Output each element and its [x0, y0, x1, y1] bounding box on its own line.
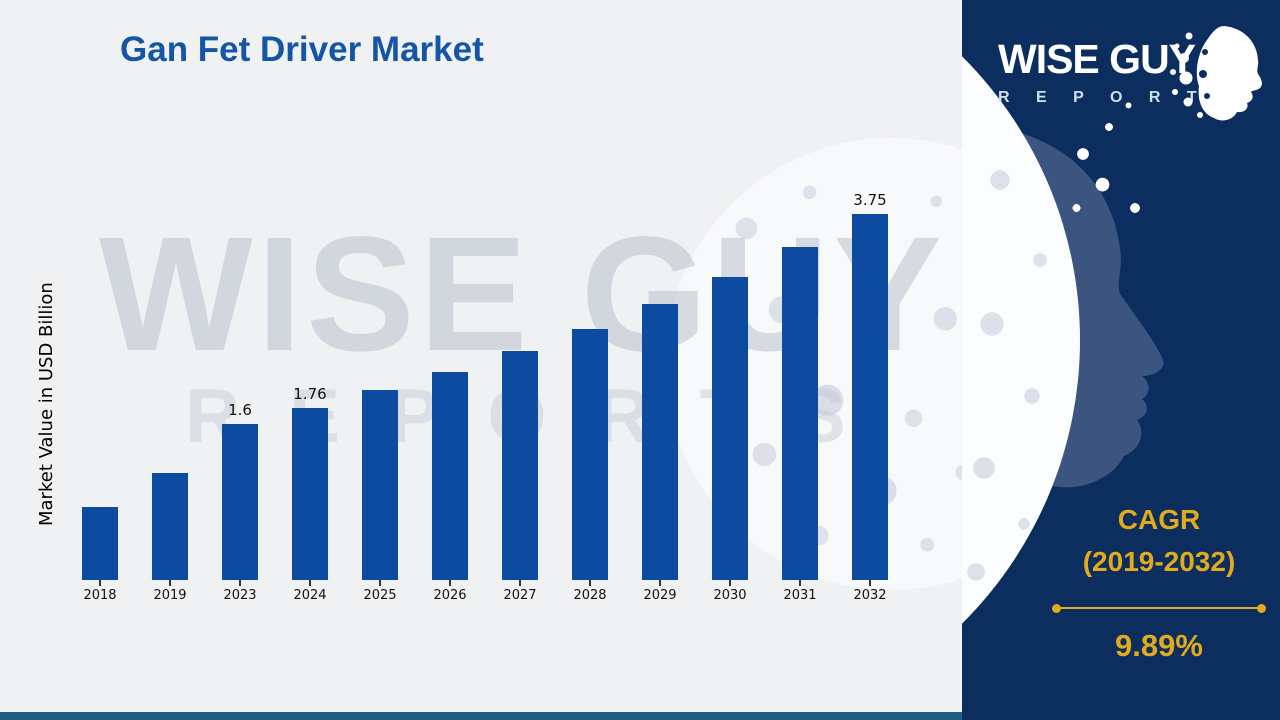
x-axis-label-2028: 2028: [573, 588, 607, 603]
page-title: Gan Fet Driver Market: [120, 30, 484, 69]
x-axis-label-2032: 2032: [853, 588, 887, 603]
bar-value-label-2023: 1.6: [228, 401, 252, 419]
x-axis-tick: [519, 580, 521, 586]
bar-value-label-2024: 1.76: [293, 385, 327, 403]
x-axis-label-2024: 2024: [293, 588, 327, 603]
bar-2026: [432, 372, 468, 580]
dissolve-dots: [1057, 55, 1187, 235]
bar-2030: [712, 277, 748, 580]
x-axis-label-2026: 2026: [433, 588, 467, 603]
x-axis-label-2019: 2019: [153, 588, 187, 603]
bar-2023: [222, 424, 258, 580]
cagr-value: 9.89%: [1115, 628, 1203, 663]
x-axis-label-2023: 2023: [223, 588, 257, 603]
x-axis-tick: [379, 580, 381, 586]
brand-side-panel: WISE GUY R E P O R T S CAGR (2019-2032): [962, 0, 1280, 720]
x-axis-tick: [169, 580, 171, 586]
bar-2031: [782, 247, 818, 580]
bar-chart: 2018 2019 1.6 2023 1.76 2024 2025 2026 2027 2028 2…: [82, 191, 888, 603]
x-axis-label-2030: 2030: [713, 588, 747, 603]
divider-rule: [1056, 607, 1262, 609]
cagr-callout: CAGR (2019-2032) 9.89%: [1050, 504, 1268, 664]
logo-line1: WISE GUY: [998, 36, 1196, 82]
x-axis-label-2027: 2027: [503, 588, 537, 603]
x-axis-tick: [659, 580, 661, 586]
x-axis-label-2025: 2025: [363, 588, 397, 603]
x-axis-tick: [589, 580, 591, 586]
bar-2018: [82, 507, 118, 580]
x-axis-label-2031: 2031: [783, 588, 817, 603]
x-axis-tick: [99, 580, 101, 586]
y-axis-label: Market Value in USD Billion: [36, 282, 57, 527]
bar-2019: [152, 473, 188, 580]
bar-2027: [502, 351, 538, 580]
bar-2029: [642, 304, 678, 580]
x-axis-tick: [729, 580, 731, 586]
bar-2032: [852, 214, 888, 580]
x-axis-tick: [799, 580, 801, 586]
cagr-heading: CAGR: [1117, 504, 1201, 535]
divider-dot-right: [1257, 604, 1266, 613]
bar-2028: [572, 329, 608, 580]
bar-2024: [292, 408, 328, 580]
x-axis-tick: [449, 580, 451, 586]
x-axis-tick: [239, 580, 241, 586]
logo-head-icon: [1170, 26, 1262, 121]
x-axis-tick: [309, 580, 311, 586]
bar-2025: [362, 390, 398, 580]
x-axis-label-2029: 2029: [643, 588, 677, 603]
cagr-divider: [1052, 604, 1266, 613]
cagr-range: (2019-2032): [1082, 546, 1236, 577]
bar-value-label-2032: 3.75: [853, 191, 887, 209]
x-axis-tick: [869, 580, 871, 586]
bottom-accent-strip: [0, 712, 1280, 720]
x-axis-label-2018: 2018: [83, 588, 117, 603]
